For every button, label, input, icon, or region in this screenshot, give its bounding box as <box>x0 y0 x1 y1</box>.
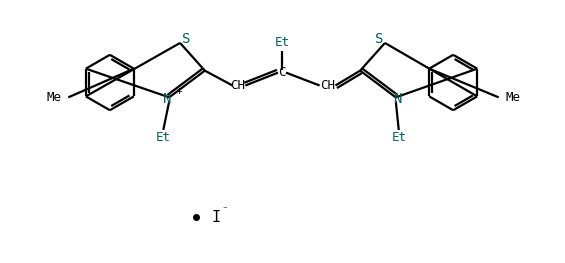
Text: I: I <box>211 210 220 225</box>
Text: N: N <box>394 92 402 106</box>
Text: Me: Me <box>47 91 62 104</box>
Text: CH: CH <box>230 79 245 92</box>
Text: Et: Et <box>156 132 171 144</box>
Text: +: + <box>176 87 182 97</box>
Text: N: N <box>163 92 171 106</box>
Text: C: C <box>278 66 286 79</box>
Text: Et: Et <box>275 37 289 49</box>
Text: S: S <box>182 32 190 46</box>
Text: Et: Et <box>391 132 406 144</box>
Text: CH: CH <box>320 79 335 92</box>
Text: S: S <box>375 32 383 46</box>
Text: ⁻: ⁻ <box>221 205 228 215</box>
Text: Me: Me <box>505 91 520 104</box>
